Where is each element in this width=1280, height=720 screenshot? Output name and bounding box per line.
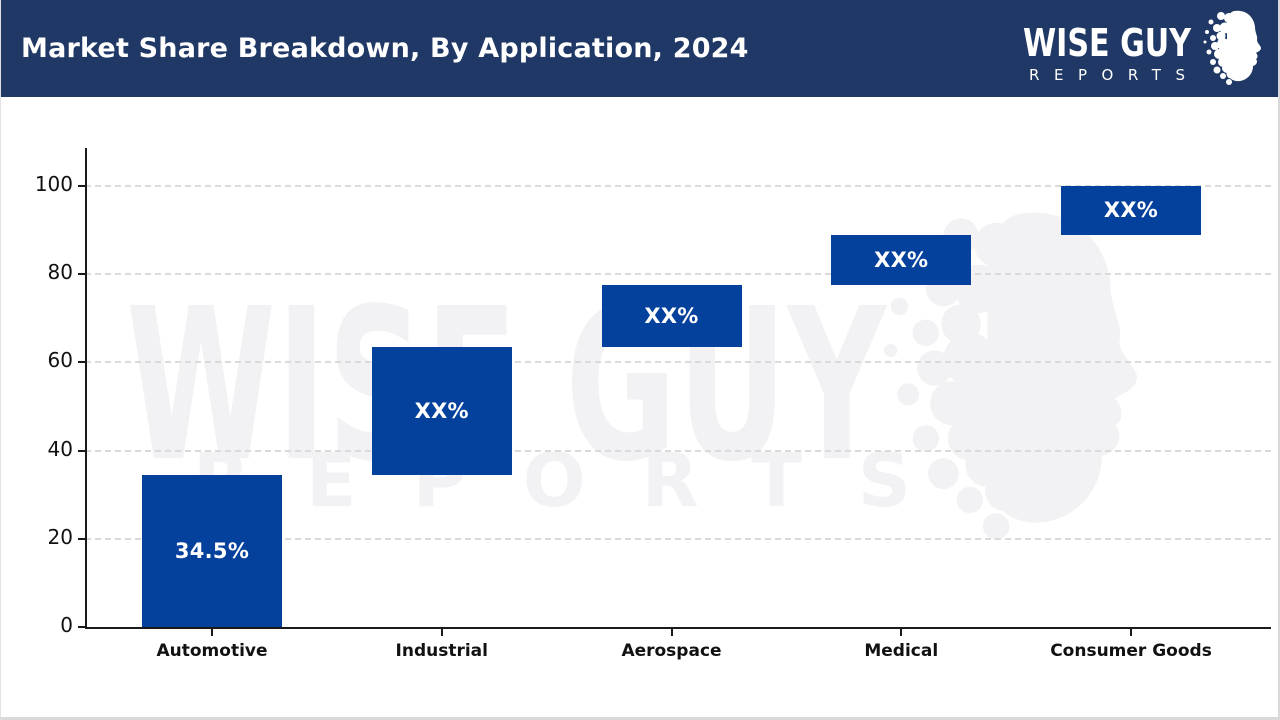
y-axis-line [85, 148, 87, 629]
bar: XX% [1061, 186, 1201, 235]
header: Market Share Breakdown, By Application, … [1, 0, 1278, 97]
gridline [85, 449, 1271, 452]
gridline [85, 273, 1271, 276]
y-tick-label: 20 [47, 524, 73, 549]
gridline [85, 185, 1271, 187]
bar-value-label: XX% [1103, 198, 1159, 223]
bar-value-label: XX% [414, 398, 469, 423]
logo-wordmark: WISE GUY [1023, 21, 1191, 65]
x-tick-label: Automotive [156, 641, 268, 661]
x-tick [211, 629, 213, 636]
wise-guy-reports-logo: WISE GUY REPORTS [1021, 4, 1271, 96]
bar-value-label: XX% [644, 304, 699, 329]
y-tick [78, 185, 85, 187]
bar: XX% [831, 234, 972, 286]
y-tick [78, 626, 85, 628]
y-tick [78, 361, 85, 364]
bar: XX% [601, 285, 742, 347]
bar-value-label: 34.5% [174, 538, 250, 563]
page-title: Market Share Breakdown, By Application, … [21, 33, 749, 64]
gridline [85, 361, 1271, 364]
x-tick-label: Aerospace [621, 641, 722, 661]
logo-subtitle: REPORTS [1029, 66, 1185, 84]
x-tick [440, 629, 443, 636]
y-tick-label: 0 [60, 613, 73, 637]
y-tick-label: 40 [47, 436, 73, 461]
gridline [85, 537, 1271, 540]
logo-head-icon [1203, 10, 1261, 85]
y-tick [78, 537, 85, 540]
bar: 34.5% [142, 474, 282, 627]
y-tick-label: 60 [47, 348, 73, 373]
x-tick-label: Medical [864, 641, 939, 661]
bar: XX% [371, 346, 512, 475]
x-tick [670, 629, 673, 636]
y-tick-label: 100 [34, 172, 73, 196]
x-tick [900, 629, 903, 636]
x-tick-label: Industrial [395, 641, 488, 661]
y-tick [78, 273, 85, 276]
x-tick [1130, 629, 1132, 636]
y-tick [78, 449, 85, 452]
y-tick-label: 80 [47, 260, 73, 285]
x-tick-label: Consumer Goods [1050, 641, 1212, 661]
x-axis-line [85, 627, 1271, 629]
bar-value-label: XX% [874, 247, 929, 272]
